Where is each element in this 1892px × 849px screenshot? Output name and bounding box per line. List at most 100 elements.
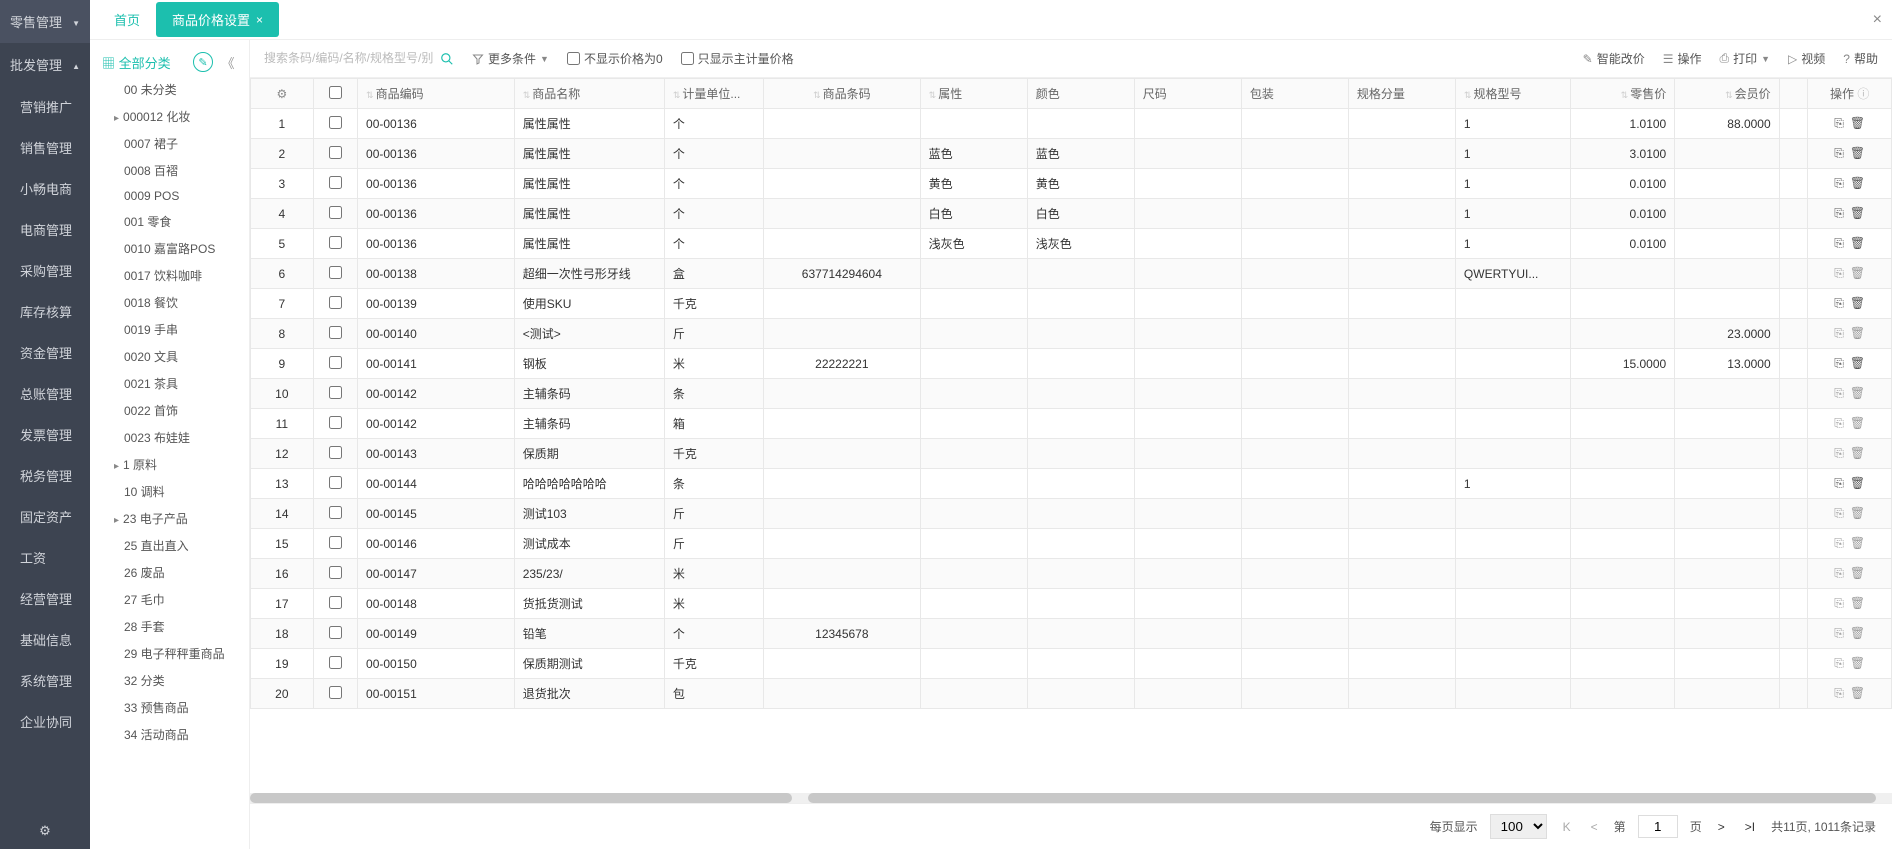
table-row[interactable]: 1600-00147235/23/米⎘🗑: [251, 559, 1892, 589]
sidebar-item-retail[interactable]: 零售管理: [0, 0, 90, 43]
table-row[interactable]: 1200-00143保质期千克⎘🗑: [251, 439, 1892, 469]
category-item[interactable]: 27 毛巾: [94, 586, 245, 613]
row-checkbox[interactable]: [329, 656, 342, 669]
delete-row-icon[interactable]: 🗑: [1850, 476, 1865, 491]
sidebar-sub-item[interactable]: 资金管理: [0, 332, 90, 373]
edit-row-icon[interactable]: ⎘: [1834, 506, 1844, 521]
sidebar-sub-item[interactable]: 销售管理: [0, 127, 90, 168]
sidebar-sub-item[interactable]: 库存核算: [0, 291, 90, 332]
category-item[interactable]: 0010 嘉富路POS: [94, 235, 245, 262]
edit-row-icon[interactable]: ⎘: [1834, 296, 1844, 311]
main-unit-checkbox[interactable]: 只显示主计量价格: [681, 50, 794, 67]
search-input[interactable]: [264, 51, 434, 65]
horizontal-scrollbar[interactable]: [250, 793, 1892, 803]
col-barcode[interactable]: ⇅商品条码: [764, 79, 921, 109]
main-unit-input[interactable]: [681, 52, 694, 65]
row-checkbox[interactable]: [329, 416, 342, 429]
sidebar-sub-item[interactable]: 电商管理: [0, 209, 90, 250]
category-item[interactable]: 34 活动商品: [94, 721, 245, 748]
edit-row-icon[interactable]: ⎘: [1834, 566, 1844, 581]
edit-row-icon[interactable]: ⎘: [1834, 656, 1844, 671]
category-item[interactable]: 26 废品: [94, 559, 245, 586]
sidebar-sub-item[interactable]: 系统管理: [0, 660, 90, 701]
sidebar-settings[interactable]: ⚙: [0, 813, 90, 849]
table-row[interactable]: 1900-00150保质期测试千克⎘🗑: [251, 649, 1892, 679]
table-row[interactable]: 1800-00149铅笔个12345678⎘🗑: [251, 619, 1892, 649]
row-checkbox[interactable]: [329, 386, 342, 399]
row-checkbox[interactable]: [329, 506, 342, 519]
category-item[interactable]: 000012 化妆: [94, 103, 245, 130]
table-row[interactable]: 700-00139使用SKU千克⎘🗑: [251, 289, 1892, 319]
col-code[interactable]: ⇅商品编码: [358, 79, 515, 109]
col-spec[interactable]: ⇅规格型号: [1455, 79, 1570, 109]
next-page-button[interactable]: >: [1714, 820, 1729, 834]
category-item[interactable]: 00 未分类: [94, 76, 245, 103]
col-retail[interactable]: ⇅零售价: [1570, 79, 1674, 109]
table-row[interactable]: 1300-00144哈哈哈哈哈哈哈条1⎘🗑: [251, 469, 1892, 499]
edit-row-icon[interactable]: ⎘: [1834, 326, 1844, 341]
table-row[interactable]: 2000-00151退货批次包⎘🗑: [251, 679, 1892, 709]
category-item[interactable]: 1 原料: [94, 451, 245, 478]
sidebar-sub-item[interactable]: 企业协同: [0, 701, 90, 742]
row-checkbox[interactable]: [329, 236, 342, 249]
table-row[interactable]: 800-00140<测试>斤23.0000⎘🗑: [251, 319, 1892, 349]
video-button[interactable]: ▷ 视频: [1788, 50, 1825, 67]
page-input[interactable]: [1638, 815, 1678, 838]
checkbox-header[interactable]: [313, 79, 357, 109]
tab-price-settings[interactable]: 商品价格设置 ×: [156, 2, 279, 37]
col-specqty[interactable]: 规格分量: [1348, 79, 1455, 109]
table-row[interactable]: 600-00138超细一次性弓形牙线盒637714294604QWERTYUI.…: [251, 259, 1892, 289]
sidebar-sub-item[interactable]: 小畅电商: [0, 168, 90, 209]
edit-row-icon[interactable]: ⎘: [1834, 686, 1844, 701]
per-page-select[interactable]: 100: [1490, 814, 1547, 839]
delete-row-icon[interactable]: 🗑: [1850, 656, 1865, 671]
info-icon[interactable]: ⓘ: [1857, 87, 1869, 101]
category-item[interactable]: 0008 百褶: [94, 157, 245, 184]
operate-button[interactable]: ☰ 操作: [1663, 50, 1702, 67]
delete-row-icon[interactable]: 🗑: [1850, 206, 1865, 221]
row-checkbox[interactable]: [329, 206, 342, 219]
col-color[interactable]: 颜色: [1027, 79, 1134, 109]
edit-row-icon[interactable]: ⎘: [1834, 536, 1844, 551]
edit-row-icon[interactable]: ⎘: [1834, 116, 1844, 131]
edit-row-icon[interactable]: ⎘: [1834, 236, 1844, 251]
delete-row-icon[interactable]: 🗑: [1850, 626, 1865, 641]
close-icon[interactable]: ×: [256, 13, 263, 27]
row-checkbox[interactable]: [329, 116, 342, 129]
collapse-panel-icon[interactable]: 《: [219, 53, 237, 71]
delete-row-icon[interactable]: 🗑: [1850, 236, 1865, 251]
category-item[interactable]: 29 电子秤秤重商品: [94, 640, 245, 667]
delete-row-icon[interactable]: 🗑: [1850, 566, 1865, 581]
row-checkbox[interactable]: [329, 446, 342, 459]
hide-zero-input[interactable]: [567, 52, 580, 65]
select-all-checkbox[interactable]: [329, 86, 342, 99]
category-item[interactable]: 0021 茶具: [94, 370, 245, 397]
category-header[interactable]: ▦ 全部分类 ✎ 《: [94, 48, 245, 76]
delete-row-icon[interactable]: 🗑: [1850, 356, 1865, 371]
more-conditions[interactable]: 更多条件 ▼: [472, 50, 549, 67]
tab-home[interactable]: 首页: [98, 2, 156, 37]
delete-row-icon[interactable]: 🗑: [1850, 116, 1865, 131]
table-row[interactable]: 100-00136属性属性个11.010088.0000⎘🗑: [251, 109, 1892, 139]
category-item[interactable]: 25 直出直入: [94, 532, 245, 559]
category-item[interactable]: 28 手套: [94, 613, 245, 640]
row-checkbox[interactable]: [329, 596, 342, 609]
edit-row-icon[interactable]: ⎘: [1834, 596, 1844, 611]
row-checkbox[interactable]: [329, 476, 342, 489]
row-checkbox[interactable]: [329, 176, 342, 189]
row-checkbox[interactable]: [329, 296, 342, 309]
table-row[interactable]: 500-00136属性属性个浅灰色浅灰色10.0100⎘🗑: [251, 229, 1892, 259]
sidebar-sub-item[interactable]: 固定资产: [0, 496, 90, 537]
category-item[interactable]: 001 零食: [94, 208, 245, 235]
table-row[interactable]: 1700-00148货抵货测试米⎘🗑: [251, 589, 1892, 619]
print-button[interactable]: ⎙ 打印 ▼: [1720, 50, 1771, 67]
col-attr[interactable]: ⇅属性: [920, 79, 1027, 109]
row-checkbox[interactable]: [329, 146, 342, 159]
delete-row-icon[interactable]: 🗑: [1850, 416, 1865, 431]
category-item[interactable]: 0007 裙子: [94, 130, 245, 157]
delete-row-icon[interactable]: 🗑: [1850, 266, 1865, 281]
row-checkbox[interactable]: [329, 566, 342, 579]
delete-row-icon[interactable]: 🗑: [1850, 386, 1865, 401]
delete-row-icon[interactable]: 🗑: [1850, 296, 1865, 311]
row-checkbox[interactable]: [329, 626, 342, 639]
